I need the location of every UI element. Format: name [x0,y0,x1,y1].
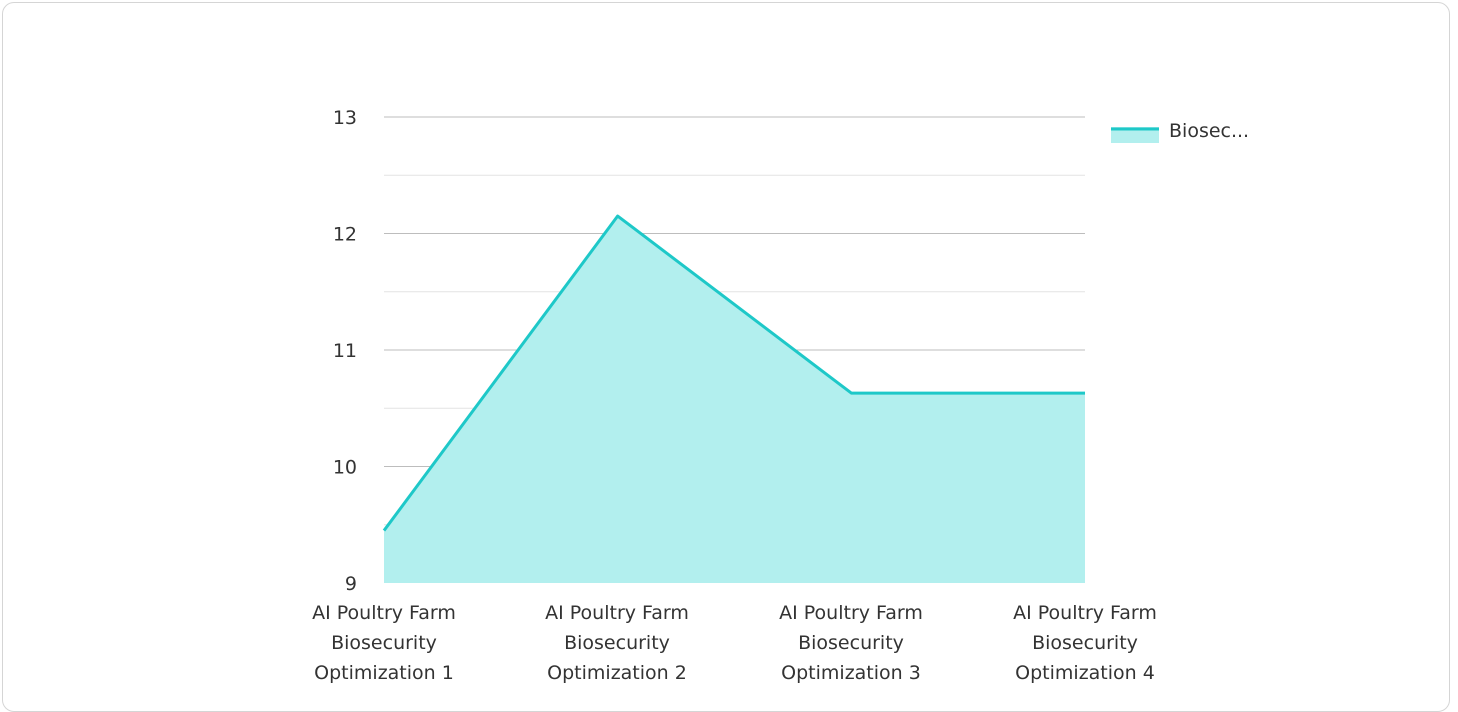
series-area-fill [384,216,1085,583]
series-line[interactable] [382,214,1085,532]
y-tick-label: 11 [333,340,357,362]
legend-swatch-fill [1111,127,1159,143]
y-axis-ticks: 9 10 11 12 13 [333,107,357,595]
x-tick-label: AI Poultry Farm Biosecurity Optimization 1 [312,602,456,684]
legend[interactable]: Biosec... [1111,120,1249,143]
y-tick-label: 12 [333,224,357,246]
data-point-3[interactable] [849,391,853,395]
data-point-2[interactable] [616,214,620,218]
data-point-1[interactable] [382,529,386,533]
x-tick-label: AI Poultry Farm Biosecurity Optimization 2 [545,602,689,684]
x-tick-label: AI Poultry Farm Biosecurity Optimization 3 [779,602,923,684]
area-layer [382,214,1087,583]
y-tick-label: 9 [345,573,357,595]
y-tick-label: 13 [333,107,357,129]
y-tick-label: 10 [333,457,357,479]
x-axis-ticks: AI Poultry Farm Biosecurity Optimization 1… [312,602,1157,684]
x-tick-label: AI Poultry Farm Biosecurity Optimization 4 [1013,602,1157,684]
legend-label[interactable]: Biosec... [1169,120,1249,142]
chart-svg: 9 10 11 12 13 AI Poultry Farm Biosecurity Opti… [312,107,1249,684]
data-point-4[interactable] [1083,391,1087,395]
